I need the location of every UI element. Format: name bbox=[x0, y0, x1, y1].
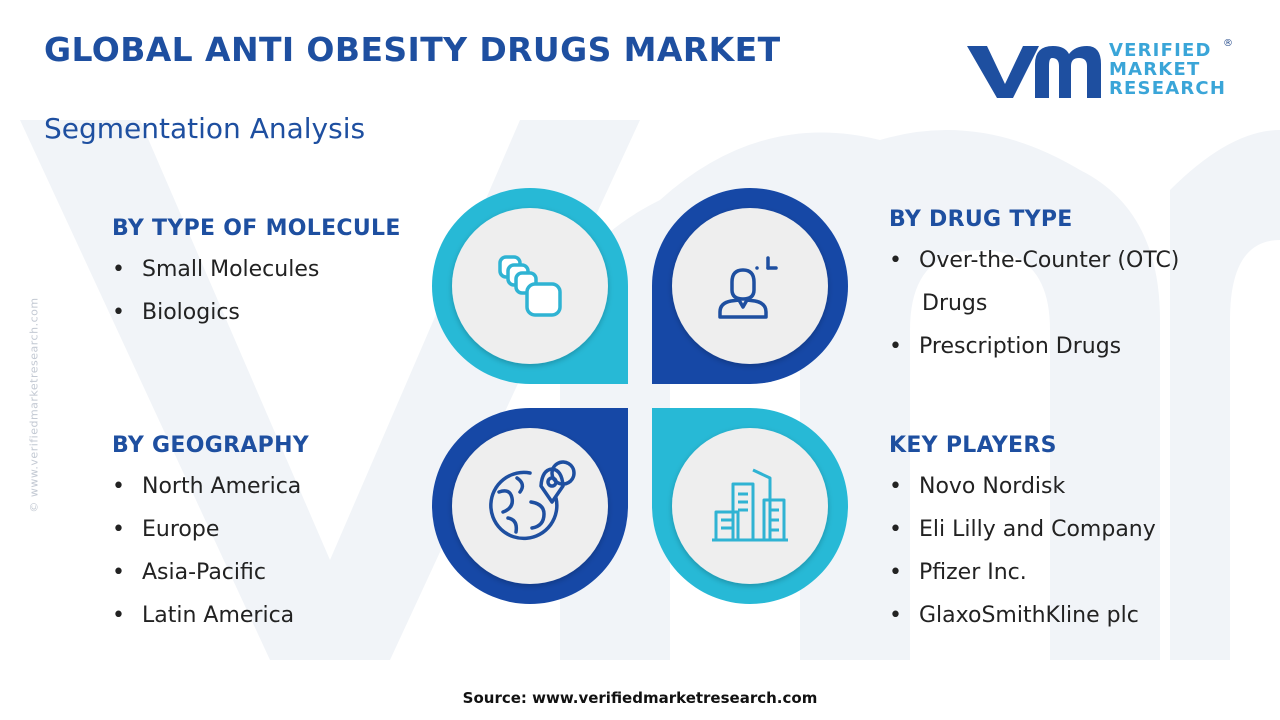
logo-line-2: MARKET bbox=[1109, 59, 1201, 80]
segment-list: Small Molecules Biologics bbox=[112, 257, 401, 325]
logo-wordmark: VERIFIED MARKET RESEARCH bbox=[1109, 41, 1226, 98]
globe-location-icon bbox=[489, 460, 576, 541]
user-focus-icon bbox=[718, 256, 778, 319]
list-item: Asia-Pacific bbox=[112, 560, 309, 585]
list-item: Over-the-Counter (OTC) Drugs bbox=[889, 248, 1179, 316]
page-subtitle: Segmentation Analysis bbox=[44, 112, 366, 145]
list-item-continuation: Drugs bbox=[922, 291, 988, 316]
list-item: Eli Lilly and Company bbox=[889, 517, 1156, 542]
petal-key-players bbox=[652, 408, 848, 604]
petal-geography bbox=[432, 408, 628, 604]
logo-line-3: RESEARCH bbox=[1109, 78, 1227, 99]
segment-title: BY GEOGRAPHY bbox=[112, 433, 310, 458]
page-title: GLOBAL ANTI OBESITY DRUGS MARKET bbox=[44, 30, 781, 69]
registered-mark: ® bbox=[1223, 38, 1233, 49]
petal-molecule bbox=[432, 188, 628, 384]
vmr-logo-mark bbox=[967, 46, 1101, 98]
list-item: Novo Nordisk bbox=[889, 474, 1156, 499]
layered-blocks-icon bbox=[498, 255, 562, 317]
source-credit: Source: www.verifiedmarketresearch.com bbox=[462, 689, 818, 707]
segment-geography: BY GEOGRAPHY North America Europe Asia-P… bbox=[112, 433, 309, 646]
segment-key-players: KEY PLAYERS Novo Nordisk Eli Lilly and C… bbox=[889, 433, 1156, 646]
segment-list: Novo Nordisk Eli Lilly and Company Pfize… bbox=[889, 474, 1156, 628]
segment-list: North America Europe Asia-Pacific Latin … bbox=[112, 474, 309, 628]
list-item: Europe bbox=[112, 517, 309, 542]
list-item: GlaxoSmithKline plc bbox=[889, 603, 1156, 628]
petal-drug-type bbox=[652, 188, 848, 384]
segment-title: BY TYPE OF MOLECULE bbox=[112, 216, 401, 241]
segment-title: BY DRUG TYPE bbox=[889, 207, 1073, 232]
list-item-line: Over-the-Counter (OTC) bbox=[919, 248, 1180, 273]
company-logo: VERIFIED MARKET RESEARCH ® bbox=[965, 38, 1235, 102]
list-item: Latin America bbox=[112, 603, 309, 628]
list-item: Pfizer Inc. bbox=[889, 560, 1156, 585]
list-item: Small Molecules bbox=[112, 257, 401, 282]
segment-molecule: BY TYPE OF MOLECULE Small Molecules Biol… bbox=[112, 216, 401, 343]
segment-graphic bbox=[432, 188, 848, 604]
list-item: North America bbox=[112, 474, 309, 499]
list-item: Prescription Drugs bbox=[889, 334, 1179, 359]
side-credit: © www.verifiedmarketresearch.com bbox=[27, 297, 41, 513]
segment-list: Over-the-Counter (OTC) Drugs Prescriptio… bbox=[889, 248, 1179, 359]
segment-title: KEY PLAYERS bbox=[889, 433, 1057, 458]
logo-line-1: VERIFIED bbox=[1109, 40, 1212, 61]
list-item: Biologics bbox=[112, 300, 401, 325]
segment-drug-type: BY DRUG TYPE Over-the-Counter (OTC) Drug… bbox=[889, 207, 1179, 377]
city-buildings-icon bbox=[712, 468, 788, 542]
